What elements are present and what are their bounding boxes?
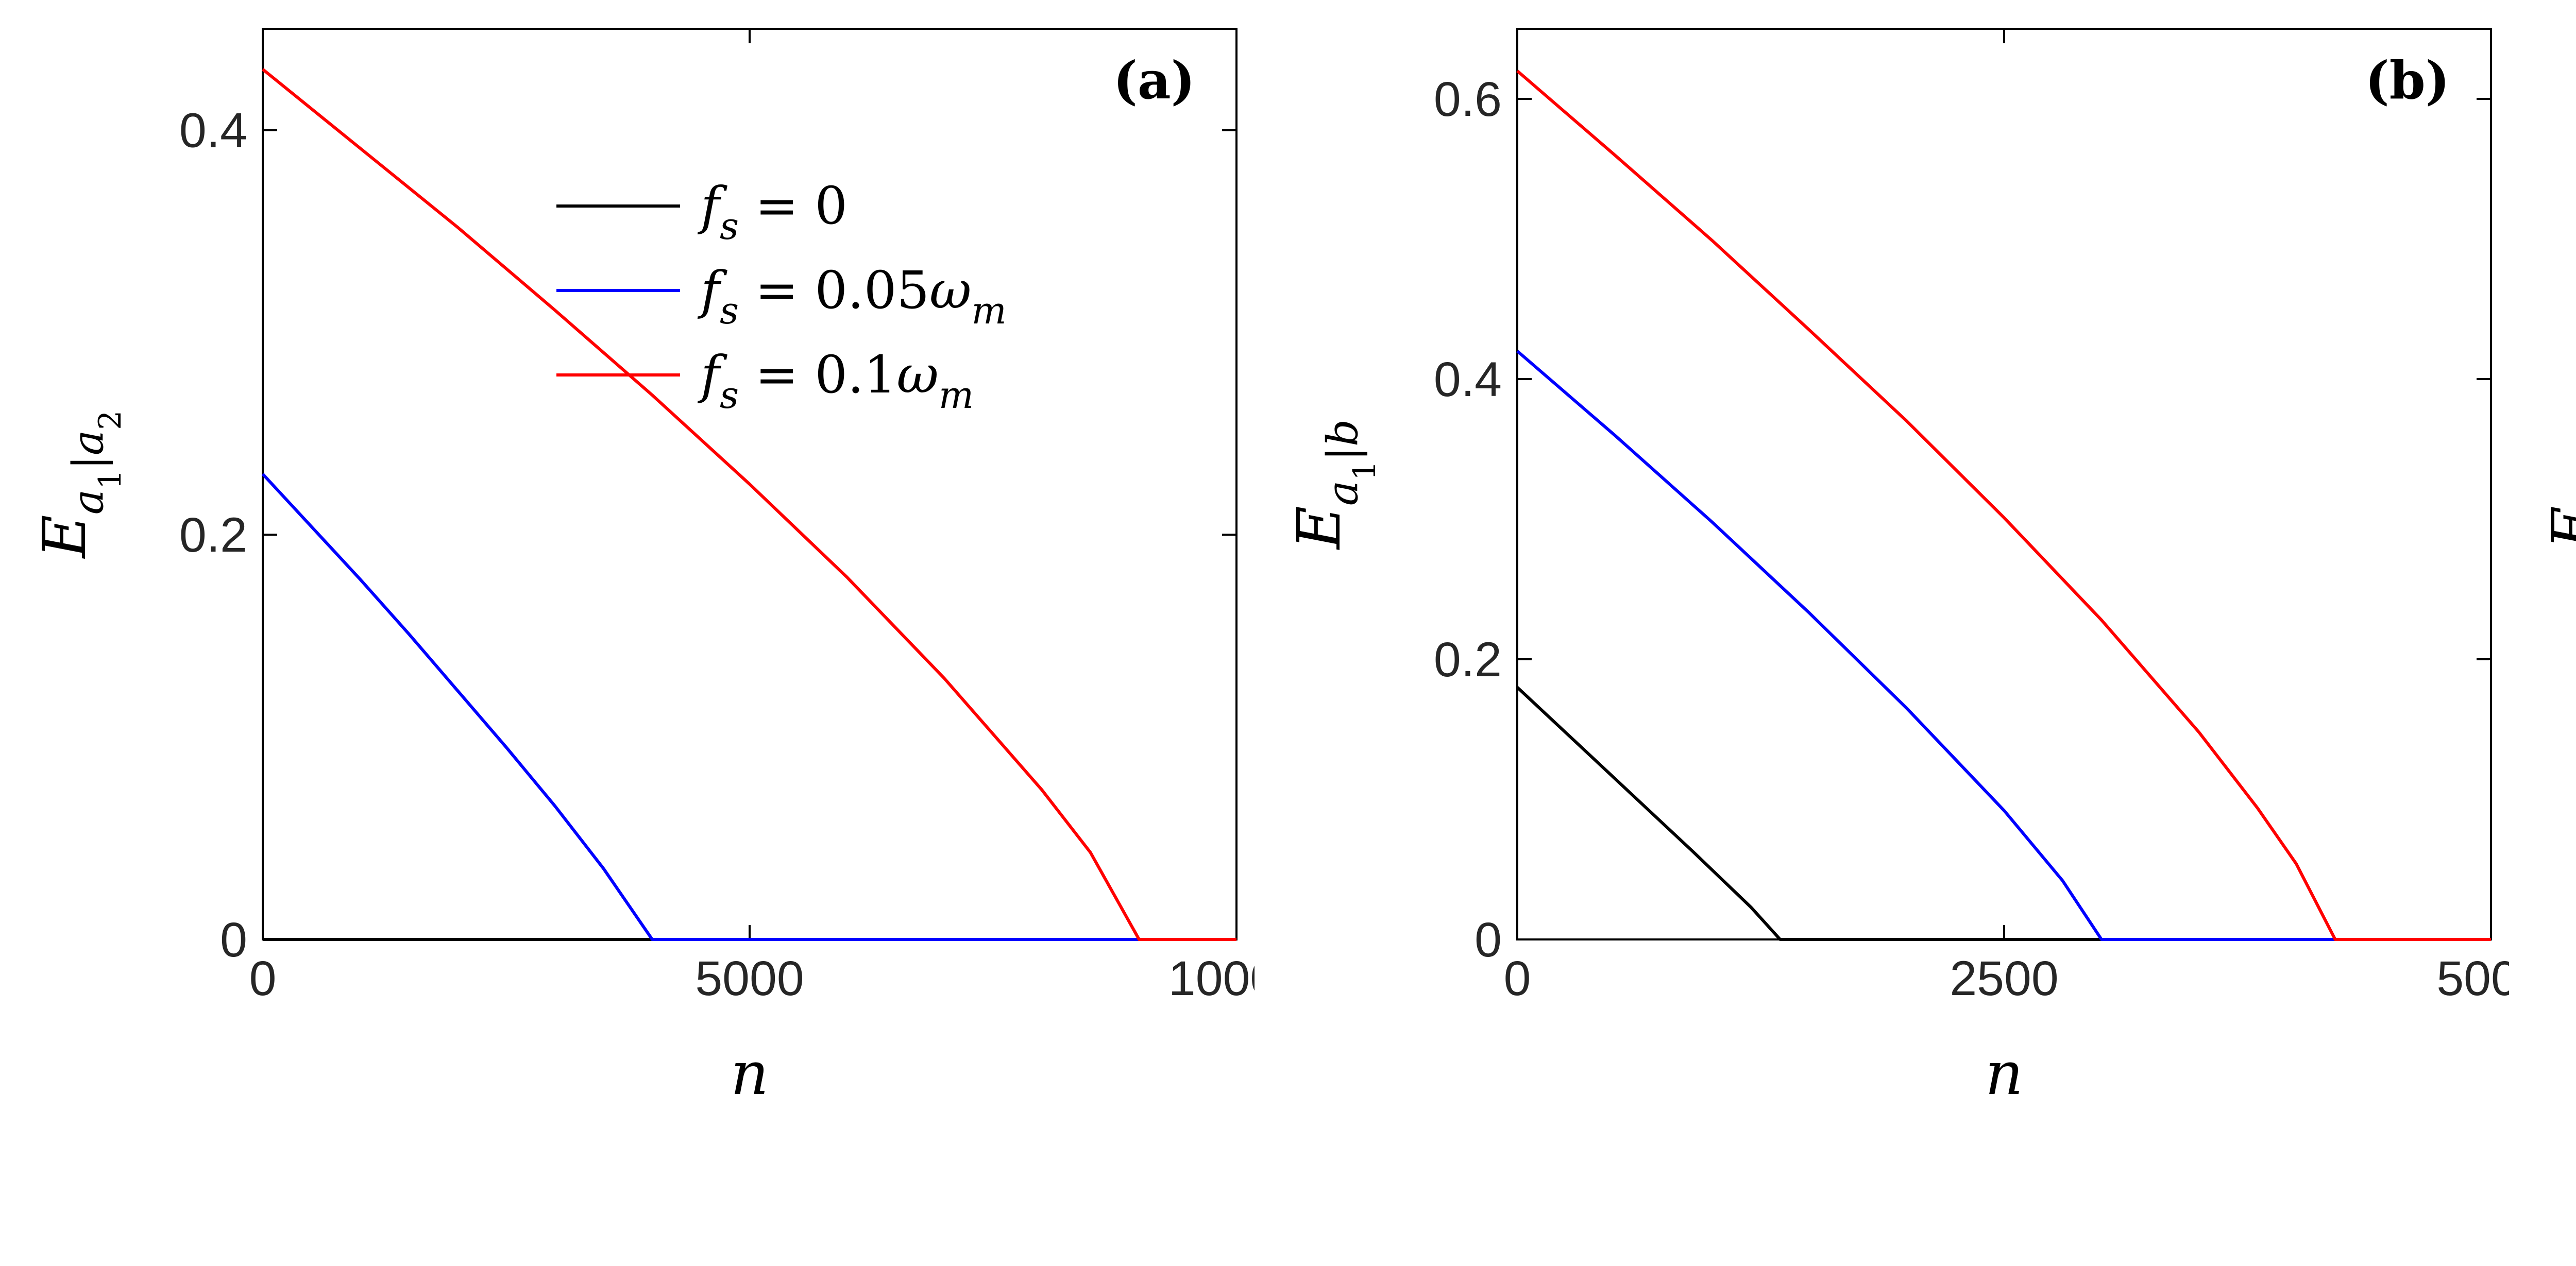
y-tick-label: 0.6 <box>1434 72 1502 127</box>
series-line <box>262 68 1236 941</box>
x-axis-label: n <box>1985 1039 2023 1108</box>
x-tick-label: 0 <box>1504 951 1531 1006</box>
y-tick-label: 0 <box>220 913 247 967</box>
series-group <box>261 68 1236 941</box>
plot-area <box>1517 29 2491 939</box>
x-axis: 0 5000 10000 <box>249 29 1304 1006</box>
x-tick-label: 5000 <box>695 951 804 1006</box>
panel-b: 0 2500 5000 0 0.2 0.4 0.6 n Ea1|b (b) <box>1255 0 2546 1266</box>
y-axis: 0 0.2 0.4 0.6 <box>1434 72 2491 967</box>
series-group <box>1516 70 2491 941</box>
series-line <box>1516 350 2491 941</box>
x-tick-label: 2500 <box>1950 951 2058 1006</box>
chart-panel-c: 05000100001500000.20.40.6nEa2|b(c) <box>2509 0 2576 1266</box>
panel-c: 05000100001500000.20.40.6nEa2|b(c) <box>2509 0 2576 1266</box>
y-tick-label: 0.2 <box>179 508 247 562</box>
panel-label: (a) <box>1113 50 1195 111</box>
series-line <box>1516 686 2491 941</box>
y-tick-label: 0.4 <box>179 103 247 158</box>
legend-label: fs = 0 <box>697 176 848 248</box>
y-axis-label: Ea1|b <box>1285 419 1383 550</box>
series-line <box>1516 70 2491 941</box>
series-line <box>261 473 1236 941</box>
y-tick-label: 0 <box>1475 913 1502 967</box>
y-axis-label: Ea1|a2 <box>30 410 128 559</box>
x-tick-label: 0 <box>249 951 277 1006</box>
y-axis-label: Ea2|b <box>2539 419 2576 550</box>
panel-a: 0 5000 10000 0 0.2 0.4 n Ea1|a2 (a) fs = 0 fs = 0.… <box>0 0 1304 1266</box>
x-axis-label: n <box>731 1039 769 1108</box>
y-tick-label: 0.4 <box>1434 352 1502 407</box>
y-axis: 0 0.2 0.4 <box>179 103 1236 967</box>
panel-label: (b) <box>2365 50 2450 111</box>
y-tick-label: 0.2 <box>1434 632 1502 687</box>
legend-label: fs = 0.1ωm <box>697 345 974 417</box>
